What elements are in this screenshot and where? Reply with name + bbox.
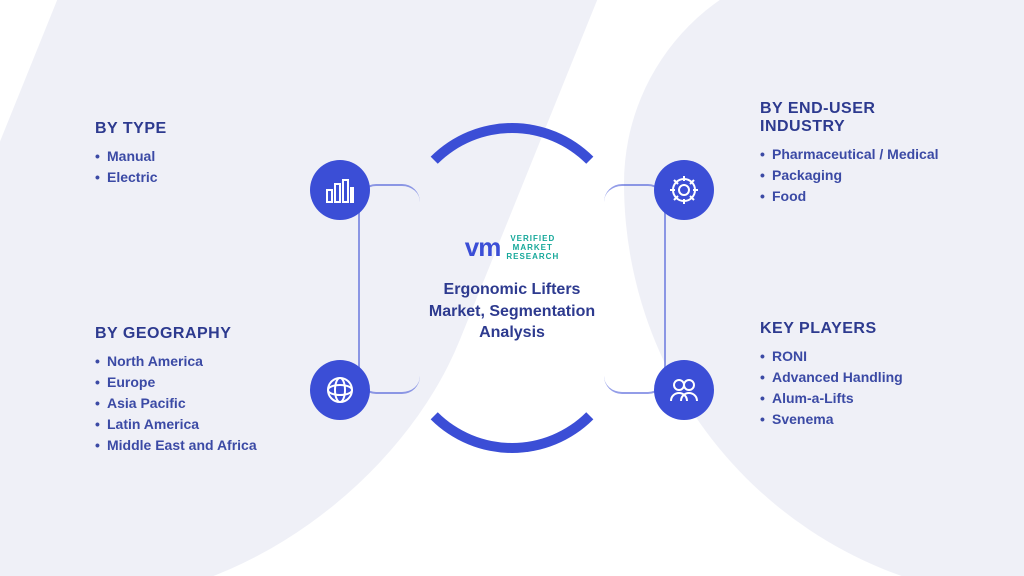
list-item: North America — [95, 351, 257, 372]
globe-icon — [310, 360, 370, 420]
bracket-left — [358, 184, 420, 394]
list-item: Alum-a-Lifts — [760, 388, 903, 409]
heading-by-end-user: BY END-USER INDUSTRY — [760, 100, 960, 136]
bar-chart-icon — [310, 160, 370, 220]
logo-mark: vm — [465, 232, 501, 263]
infographic-canvas: vm VERIFIED MARKET RESEARCH Ergonomic Li… — [0, 0, 1024, 576]
watermark-shape-right — [624, 0, 1024, 576]
list-item: Packaging — [760, 165, 960, 186]
core-title: Ergonomic Lifters Market, Segmentation A… — [422, 279, 602, 344]
list-by-geography: North AmericaEuropeAsia PacificLatin Ame… — [95, 351, 257, 456]
list-item: RONI — [760, 346, 903, 367]
list-item: Food — [760, 186, 960, 207]
list-item: Asia Pacific — [95, 393, 257, 414]
heading-by-type: BY TYPE — [95, 120, 167, 138]
list-by-type: ManualElectric — [95, 146, 167, 188]
list-key-players: RONIAdvanced HandlingAlum-a-LiftsSvenema — [760, 346, 903, 430]
list-item: Svenema — [760, 409, 903, 430]
list-item: Europe — [95, 372, 257, 393]
gear-icon — [654, 160, 714, 220]
core-content: vm VERIFIED MARKET RESEARCH Ergonomic Li… — [407, 183, 617, 393]
list-item: Pharmaceutical / Medical — [760, 144, 960, 165]
block-bottom-right: KEY PLAYERS RONIAdvanced HandlingAlum-a-… — [760, 320, 903, 430]
people-icon — [654, 360, 714, 420]
list-item: Electric — [95, 167, 167, 188]
list-by-end-user: Pharmaceutical / MedicalPackagingFood — [760, 144, 960, 207]
heading-by-geography: BY GEOGRAPHY — [95, 325, 257, 343]
heading-key-players: KEY PLAYERS — [760, 320, 903, 338]
logo: vm VERIFIED MARKET RESEARCH — [465, 232, 559, 263]
list-item: Manual — [95, 146, 167, 167]
logo-subtext: VERIFIED MARKET RESEARCH — [506, 234, 559, 261]
block-bottom-left: BY GEOGRAPHY North AmericaEuropeAsia Pac… — [95, 325, 257, 456]
list-item: Latin America — [95, 414, 257, 435]
block-top-right: BY END-USER INDUSTRY Pharmaceutical / Me… — [760, 100, 960, 207]
list-item: Advanced Handling — [760, 367, 903, 388]
bracket-right — [604, 184, 666, 394]
block-top-left: BY TYPE ManualElectric — [95, 120, 167, 188]
list-item: Middle East and Africa — [95, 435, 257, 456]
